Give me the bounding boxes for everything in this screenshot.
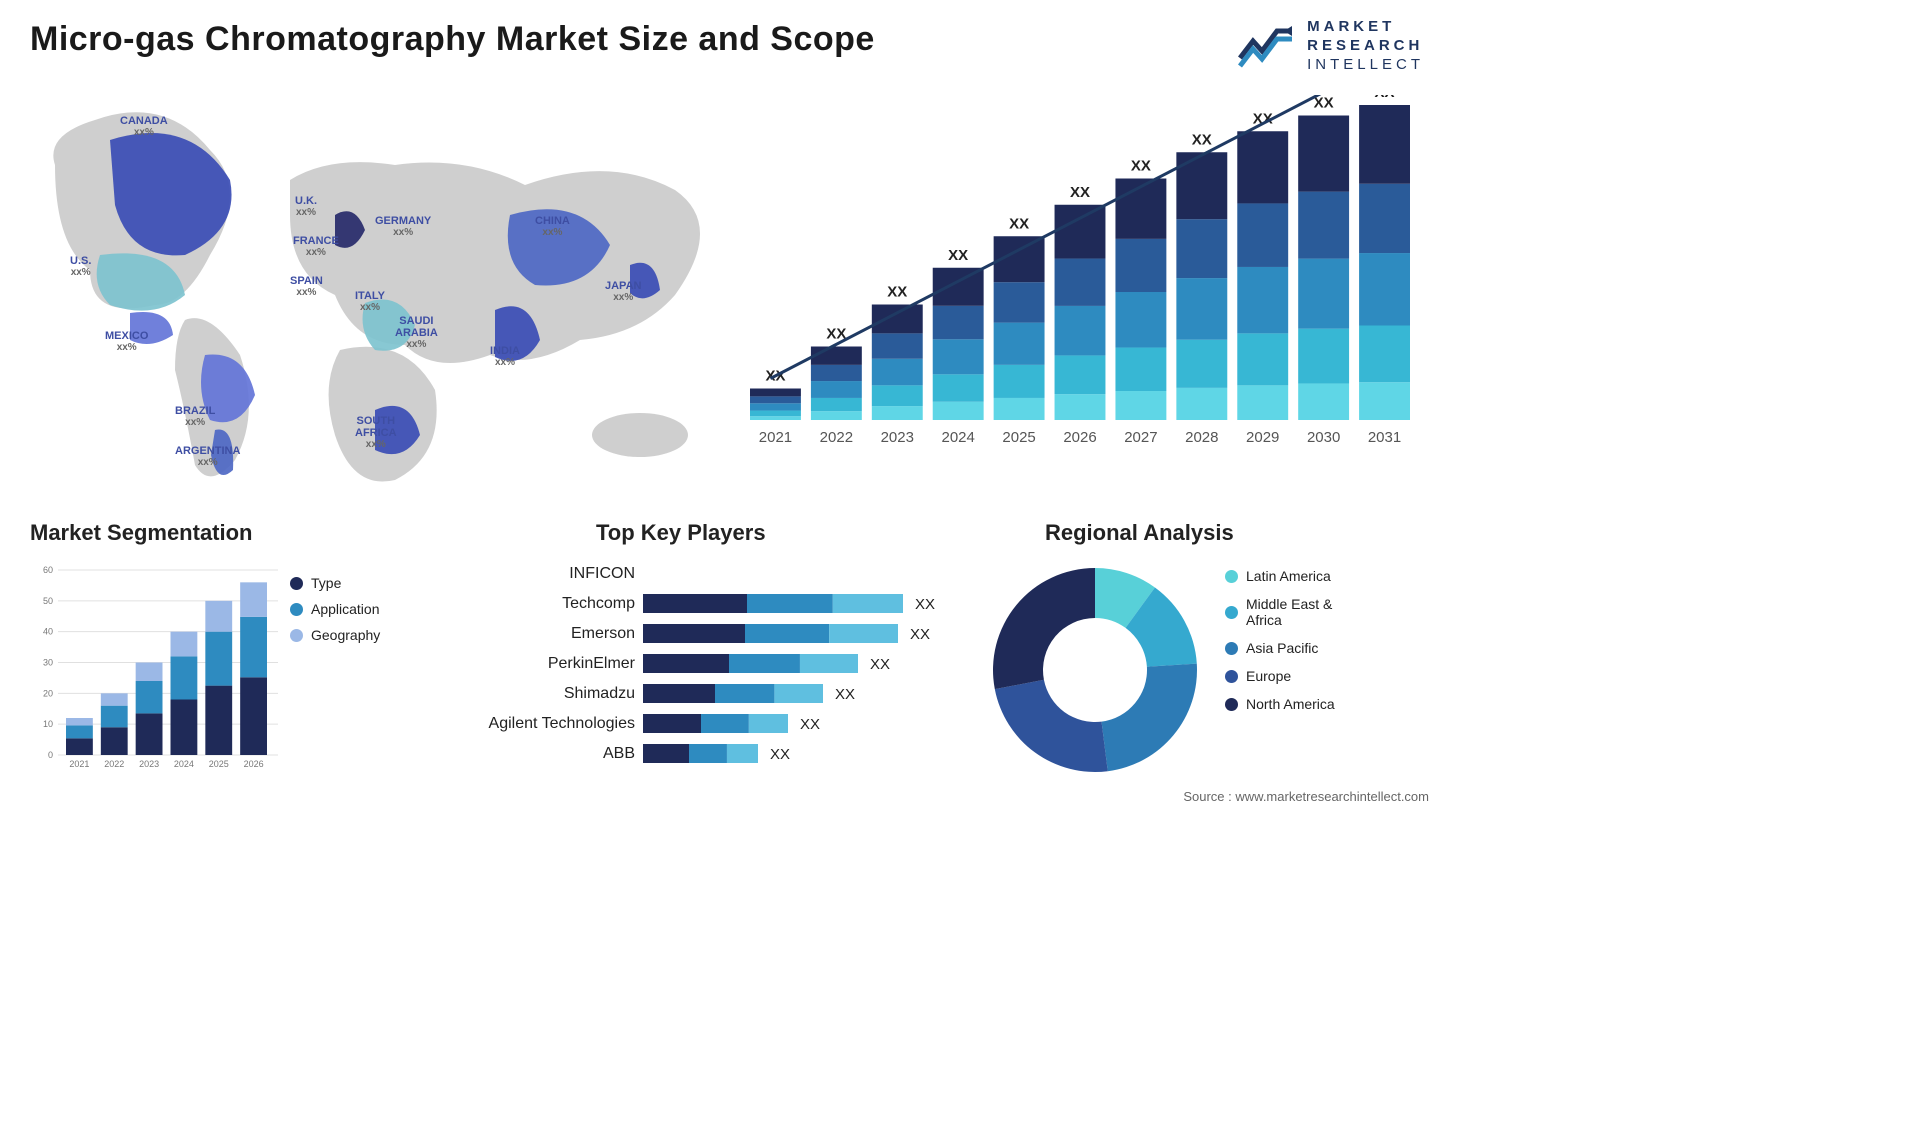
svg-text:2022: 2022 [820, 429, 853, 446]
svg-text:Shimadzu: Shimadzu [564, 685, 635, 702]
svg-text:2023: 2023 [139, 759, 159, 769]
map-label: SAUDIARABIAxx% [395, 315, 438, 350]
source-text: Source : www.marketresearchintellect.com [1183, 789, 1429, 804]
forecast-chart: XX 2021 XX 2022 XX 2023 XX 2024 XX 2025 XX 2026 XX 20… [740, 95, 1420, 465]
legend-item: Middle East &Africa [1225, 596, 1335, 628]
logo-icon [1237, 23, 1295, 69]
svg-text:50: 50 [43, 596, 53, 606]
legend-item: Asia Pacific [1225, 640, 1335, 656]
map-label: FRANCExx% [293, 235, 339, 258]
svg-text:10: 10 [43, 719, 53, 729]
segmentation-legend: Type Application Geography [290, 575, 380, 653]
regional-section: Regional Analysis Latin AmericaMiddle Ea… [985, 520, 1425, 546]
svg-text:60: 60 [43, 565, 53, 575]
logo-line3: INTELLECT [1307, 56, 1424, 75]
map-label: CANADAxx% [120, 115, 168, 138]
svg-text:2024: 2024 [941, 429, 974, 446]
svg-text:20: 20 [43, 688, 53, 698]
legend-item: Type [290, 575, 380, 591]
map-label: INDIAxx% [490, 345, 520, 368]
map-label: CHINAxx% [535, 215, 570, 238]
svg-text:2030: 2030 [1307, 429, 1340, 446]
svg-text:PerkinElmer: PerkinElmer [548, 655, 636, 672]
segmentation-title: Market Segmentation [30, 520, 450, 546]
logo: MARKET RESEARCH INTELLECT [1237, 18, 1424, 74]
map-label: U.S.xx% [70, 255, 91, 278]
players-section: Top Key Players INFICONTechcompXXEmerson… [478, 520, 958, 546]
segmentation-section: Market Segmentation 01020304050602021202… [30, 520, 450, 546]
world-map: CANADAxx% U.S.xx% MEXICOxx% BRAZILxx% ARGENT… [35, 95, 725, 495]
legend-item: Application [290, 601, 380, 617]
svg-text:XX: XX [915, 596, 935, 613]
map-label: U.K.xx% [295, 195, 317, 218]
svg-text:XX: XX [800, 716, 820, 733]
svg-text:XX: XX [1070, 184, 1090, 201]
svg-text:Emerson: Emerson [571, 625, 635, 642]
svg-text:2022: 2022 [104, 759, 124, 769]
svg-text:2025: 2025 [1002, 429, 1035, 446]
legend-item: Latin America [1225, 568, 1335, 584]
svg-text:2026: 2026 [1063, 429, 1096, 446]
svg-text:ABB: ABB [603, 745, 635, 762]
svg-text:XX: XX [1131, 158, 1151, 175]
regional-legend: Latin America Middle East &Africa Asia Pac… [1225, 568, 1335, 724]
forecast-chart-svg: XX 2021 XX 2022 XX 2023 XX 2024 XX 2025 XX 2026 XX 20… [740, 95, 1420, 465]
svg-text:2026: 2026 [244, 759, 264, 769]
svg-text:2029: 2029 [1246, 429, 1279, 446]
legend-item: Geography [290, 627, 380, 643]
map-label: MEXICOxx% [105, 330, 148, 353]
segmentation-chart: 0 10 20 30 40 50 60 2021 2022 2023 2024 2025 2026 [30, 560, 280, 775]
svg-text:2028: 2028 [1185, 429, 1218, 446]
svg-text:XX: XX [910, 626, 930, 643]
svg-text:2024: 2024 [174, 759, 194, 769]
players-chart: INFICON Techcomp XX Emerson XX PerkinElmer XX S… [478, 558, 958, 788]
svg-text:XX: XX [948, 247, 968, 264]
svg-text:INFICON: INFICON [569, 565, 635, 582]
svg-text:0: 0 [48, 750, 53, 760]
players-title: Top Key Players [596, 520, 958, 546]
map-label: BRAZILxx% [175, 405, 215, 428]
legend-item: North America [1225, 696, 1335, 712]
svg-text:XX: XX [870, 656, 890, 673]
logo-line2: RESEARCH [1307, 37, 1424, 56]
svg-text:XX: XX [1375, 95, 1395, 101]
logo-line1: MARKET [1307, 18, 1424, 37]
svg-text:XX: XX [887, 284, 907, 301]
svg-text:2021: 2021 [759, 429, 792, 446]
legend-item: Europe [1225, 668, 1335, 684]
regional-title: Regional Analysis [1045, 520, 1425, 546]
svg-text:Techcomp: Techcomp [562, 595, 635, 612]
svg-text:2031: 2031 [1368, 429, 1401, 446]
map-label: JAPANxx% [605, 280, 641, 303]
map-label: GERMANYxx% [375, 215, 431, 238]
map-label: ITALYxx% [355, 290, 385, 313]
map-label: SOUTHAFRICAxx% [355, 415, 397, 450]
svg-text:Agilent Technologies: Agilent Technologies [489, 715, 635, 732]
svg-text:2025: 2025 [209, 759, 229, 769]
svg-text:XX: XX [1314, 95, 1334, 112]
svg-text:2023: 2023 [881, 429, 914, 446]
svg-text:30: 30 [43, 658, 53, 668]
svg-text:40: 40 [43, 627, 53, 637]
svg-text:XX: XX [1009, 215, 1029, 232]
map-label: SPAINxx% [290, 275, 323, 298]
svg-text:XX: XX [770, 746, 790, 763]
page-title: Micro-gas Chromatography Market Size and… [30, 20, 875, 59]
svg-text:2021: 2021 [69, 759, 89, 769]
svg-text:XX: XX [1192, 131, 1212, 148]
regional-donut [985, 558, 1205, 778]
svg-text:2027: 2027 [1124, 429, 1157, 446]
svg-text:XX: XX [835, 686, 855, 703]
map-label: ARGENTINAxx% [175, 445, 240, 468]
